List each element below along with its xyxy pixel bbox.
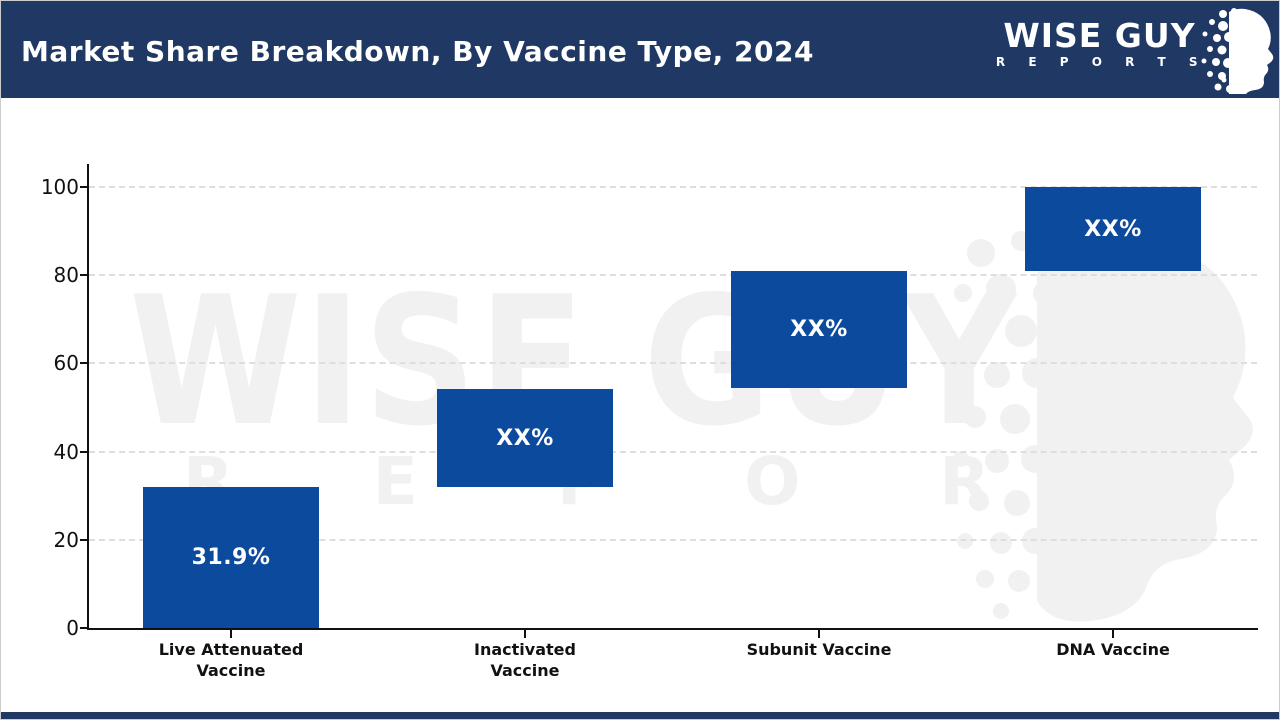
x-axis-tickmark [230,630,232,638]
y-axis-tick-label: 40 [53,439,79,464]
category-label-inactivated-vaccine: Inactivated Vaccine [474,640,576,680]
watermark-head-graphic [951,231,1253,622]
logo-text-sub: R E P O R T S [995,55,1207,70]
footer-bar [1,712,1279,719]
y-axis-tick-label: 100 [40,175,79,199]
y-axis-tick-label: 80 [53,263,79,288]
y-axis-tickmark [80,627,88,629]
x-axis [87,628,1258,630]
y-axis-tick-label: 20 [53,527,79,552]
wiseguy-logo: WISE GUY R E P O R T S [992,16,1207,70]
bar-value-label: 31.9% [191,545,271,571]
bar-dna-vaccine: XX% [1025,187,1201,272]
gridline-80 [89,274,1257,277]
y-axis [87,164,89,630]
y-axis-tick-label: 60 [53,351,79,376]
bar-inactivated-vaccine: XX% [437,388,613,488]
logo-text-main: WISE GUY [1003,16,1196,55]
gridline-60 [89,362,1257,365]
bar-live-attenuated-vaccine: 31.9% [143,487,319,628]
gridline-20 [89,538,1257,541]
x-axis-tickmark [524,630,526,638]
bar-subunit-vaccine: XX% [731,271,907,389]
y-axis-tick-label: 0 [66,616,79,640]
y-axis-tickmark [80,450,88,453]
header-bar: Market Share Breakdown, By Vaccine Type,… [1,1,1279,98]
category-label-live-attenuated-vaccine: Live Attenuated Vaccine [158,640,304,680]
y-axis-tickmark [80,186,88,188]
wiseguy-head-icon [1201,8,1274,94]
y-axis-tickmark [80,538,88,541]
gridline-40 [89,450,1257,453]
bar-value-label: XX% [1084,216,1142,242]
category-label-dna-vaccine: DNA Vaccine [1056,640,1170,659]
page-title: Market Share Breakdown, By Vaccine Type,… [21,35,814,68]
bar-value-label: XX% [496,425,554,451]
y-axis-tickmark [80,274,88,277]
gridline-100 [89,186,1257,188]
category-label-subunit-vaccine: Subunit Vaccine [746,640,892,659]
y-axis-tickmark [80,362,88,365]
x-axis-tickmark [1112,630,1114,638]
x-axis-tickmark [818,630,820,638]
bar-value-label: XX% [790,317,848,343]
